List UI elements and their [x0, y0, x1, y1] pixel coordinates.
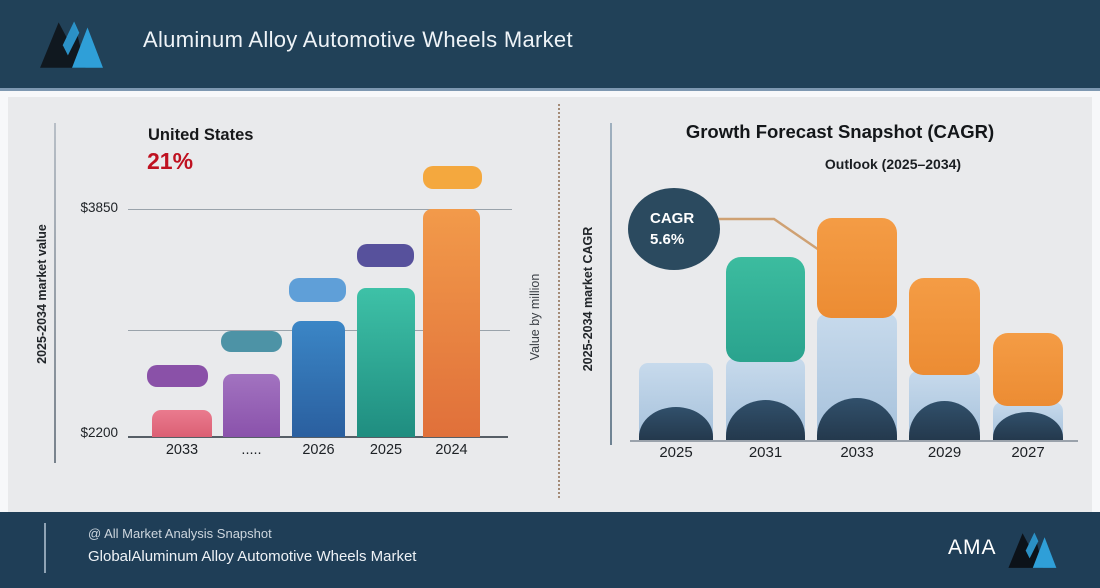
footer-source-line: @ All Market Analysis Snapshot: [88, 526, 272, 541]
right-bar-top-2031: [726, 257, 805, 362]
left-bar-cap-2025: [357, 244, 414, 267]
right-chart-y-axis-label: 2025-2034 market CAGR: [581, 226, 595, 372]
footer-band: [0, 512, 1100, 588]
left-chart-y-axis-line: [54, 123, 56, 463]
left-bar-2025: [357, 288, 415, 437]
left-x-label-2026: 2026: [302, 442, 335, 458]
left-bar-2024: [423, 209, 480, 437]
right-chart-x-axis-line: [630, 440, 1078, 442]
right-bar-top-2027: [993, 333, 1063, 406]
left-chart-highlight-percent: 21%: [147, 148, 194, 174]
left-chart-right-axis-label: Value by million: [528, 273, 542, 361]
right-chart-y-axis-line: [610, 123, 612, 445]
panel-divider-dotted-line: [558, 104, 560, 498]
cagr-connector-line: [714, 217, 823, 253]
header-divider-line: [0, 88, 1100, 91]
left-bar-cap-.....: [221, 331, 282, 352]
right-chart-subtitle: Outlook (2025–2034): [824, 156, 962, 172]
right-x-label-2027: 2027: [1011, 444, 1045, 461]
footer-ama-logo-icon: [1008, 532, 1057, 568]
right-x-label-2031: 2031: [748, 444, 783, 461]
right-x-label-2029: 2029: [927, 444, 962, 461]
footer-brand-text: AMA: [948, 536, 997, 559]
left-chart-gridline-upper: [128, 209, 512, 210]
left-bar-cap-2033: [147, 365, 208, 387]
cagr-badge-label: CAGR: [650, 210, 695, 227]
left-chart-tick-2200: $2200: [80, 425, 118, 440]
footer-market-line: GlobalAluminum Alloy Automotive Wheels M…: [88, 548, 417, 565]
left-bar-cap-2024: [423, 166, 482, 189]
ama-logo-icon: [40, 21, 103, 68]
left-bar-2026: [292, 321, 345, 437]
left-bar-2033: [152, 410, 212, 437]
right-x-label-2025: 2025: [659, 444, 693, 461]
left-chart-x-axis-line: [128, 436, 508, 438]
cagr-badge-value: 5.6%: [650, 231, 685, 248]
left-chart-region-label: United States: [148, 126, 254, 144]
left-bar-cap-2026: [289, 278, 346, 302]
left-x-label-.....: .....: [241, 442, 262, 458]
page-title: Aluminum Alloy Automotive Wheels Market: [143, 27, 573, 52]
right-bar-top-2029: [909, 278, 980, 375]
left-bar-.....: [223, 374, 280, 437]
header-band: [0, 0, 1100, 88]
right-chart-title: Growth Forecast Snapshot (CAGR): [685, 121, 995, 142]
right-x-label-2033: 2033: [840, 444, 874, 461]
right-bar-top-2033: [817, 218, 897, 318]
left-chart-tick-3850: $3850: [80, 200, 118, 215]
footer-vertical-rule: [44, 523, 46, 573]
left-x-label-2024: 2024: [435, 442, 468, 458]
left-x-label-2033: 2033: [165, 442, 199, 458]
cagr-badge: CAGR 5.6%: [628, 188, 720, 270]
left-x-label-2025: 2025: [369, 442, 403, 458]
left-chart-y-axis-label: 2025-2034 market value: [35, 224, 49, 364]
